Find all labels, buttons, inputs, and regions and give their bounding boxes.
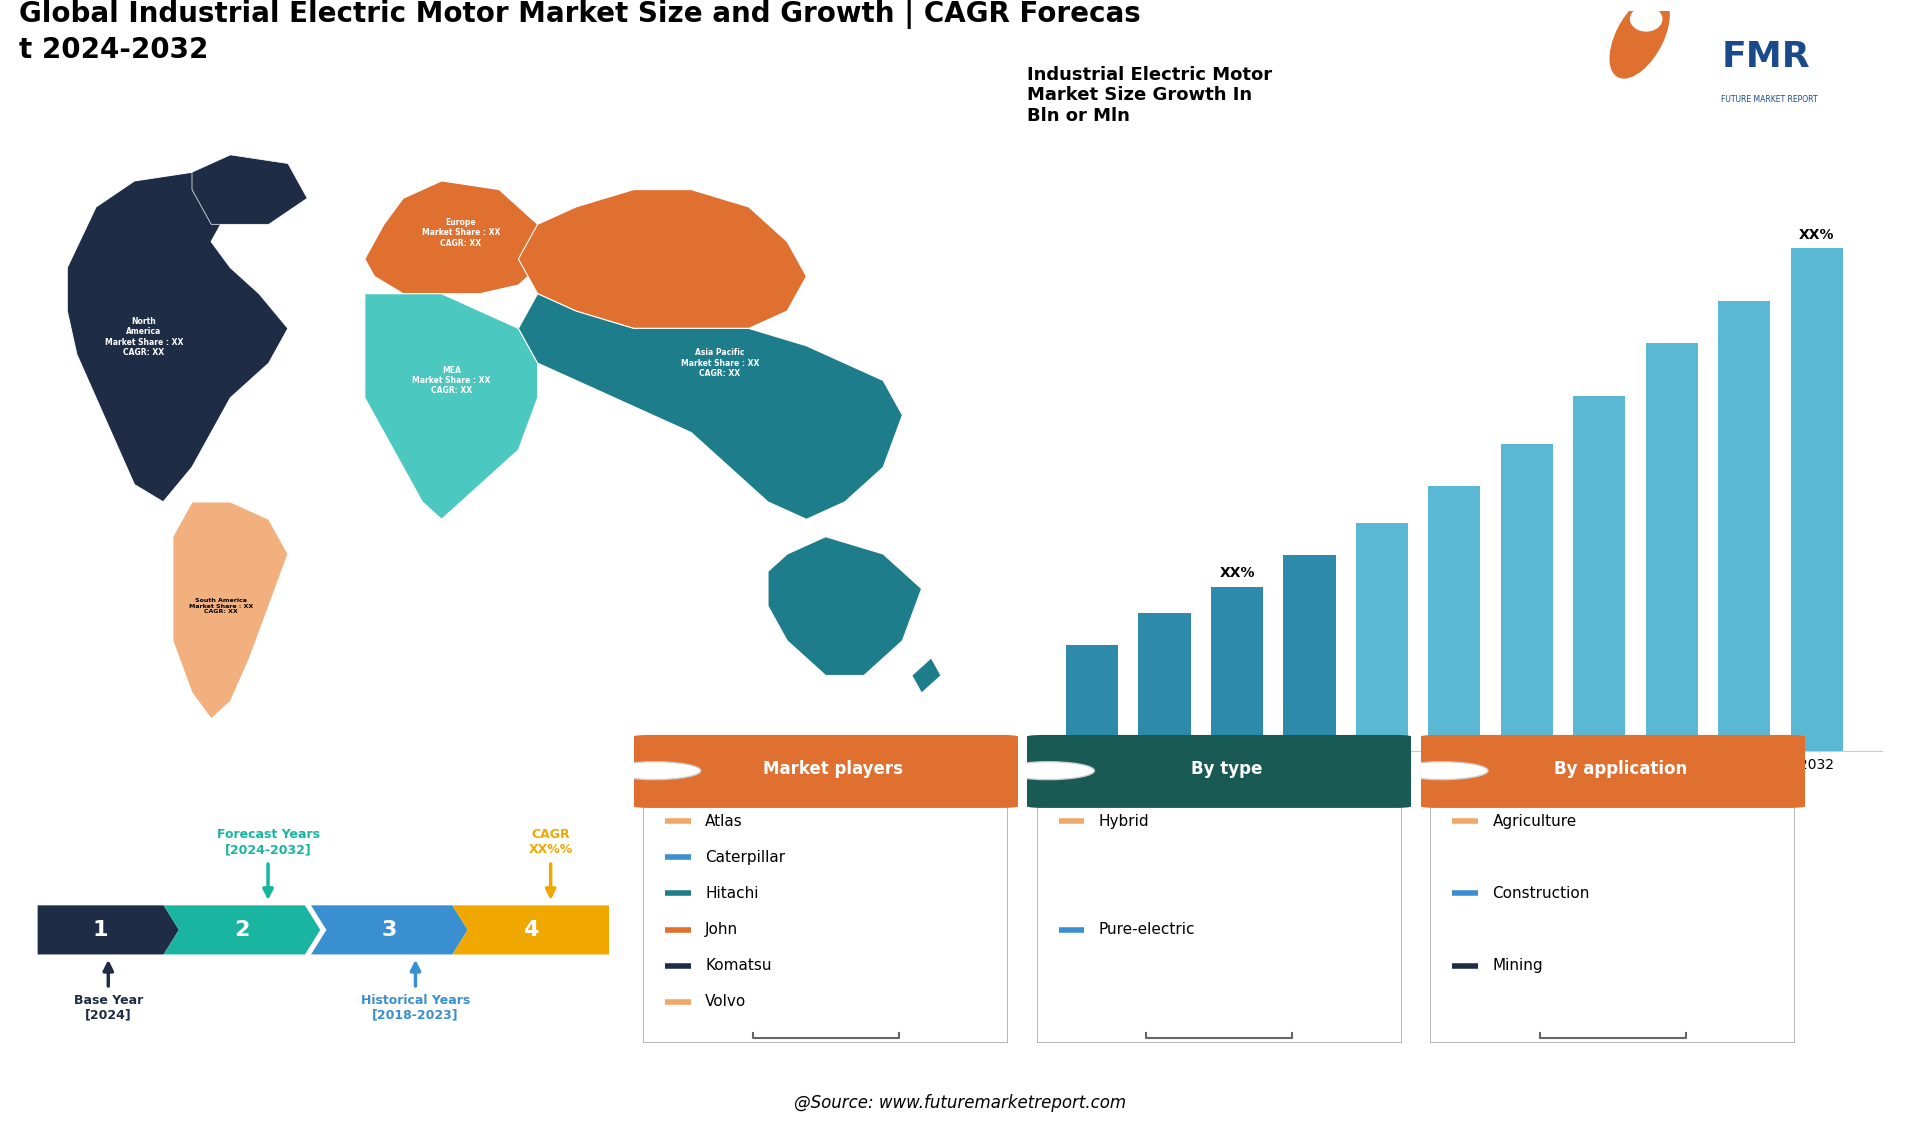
Bar bbox=[1283, 555, 1336, 751]
Text: Market players: Market players bbox=[764, 760, 902, 778]
Text: Caterpillar: Caterpillar bbox=[705, 849, 785, 865]
Text: 3: 3 bbox=[382, 920, 397, 940]
Polygon shape bbox=[518, 189, 806, 329]
Bar bbox=[1212, 587, 1263, 751]
Text: Volvo: Volvo bbox=[705, 995, 747, 1010]
Text: Pure-electric: Pure-electric bbox=[1098, 923, 1196, 937]
Text: South America
Market Share : XX
CAGR: XX: South America Market Share : XX CAGR: XX bbox=[188, 598, 253, 614]
Text: Europe
Market Share : XX
CAGR: XX: Europe Market Share : XX CAGR: XX bbox=[422, 218, 499, 248]
Text: By type: By type bbox=[1190, 760, 1263, 778]
Bar bbox=[1356, 524, 1407, 751]
Text: Base Year
[2024]: Base Year [2024] bbox=[73, 994, 142, 1022]
Text: FUTURE MARKET REPORT: FUTURE MARKET REPORT bbox=[1720, 95, 1818, 104]
Text: Construction: Construction bbox=[1492, 886, 1590, 901]
Text: FMR: FMR bbox=[1720, 40, 1811, 73]
Bar bbox=[1791, 248, 1843, 751]
Text: Hybrid: Hybrid bbox=[1098, 814, 1150, 829]
Text: Atlas: Atlas bbox=[705, 814, 743, 829]
FancyBboxPatch shape bbox=[1023, 735, 1415, 808]
Polygon shape bbox=[311, 905, 468, 955]
Text: North
America
Market Share : XX
CAGR: XX: North America Market Share : XX CAGR: XX bbox=[106, 317, 182, 358]
Text: Global Industrial Electric Motor Market Size and Growth | CAGR Forecas
t 2024-20: Global Industrial Electric Motor Market … bbox=[19, 0, 1140, 63]
Polygon shape bbox=[365, 293, 538, 519]
Text: Forecast Years
[2024-2032]: Forecast Years [2024-2032] bbox=[217, 829, 319, 856]
Polygon shape bbox=[38, 905, 179, 955]
Text: CAGR
XX%%: CAGR XX%% bbox=[528, 829, 572, 856]
Text: Hitachi: Hitachi bbox=[705, 886, 758, 901]
Polygon shape bbox=[518, 293, 902, 519]
Text: 4: 4 bbox=[522, 920, 538, 940]
Text: By application: By application bbox=[1553, 760, 1688, 778]
Text: Mining: Mining bbox=[1492, 958, 1544, 973]
Text: @Source: www.futuremarketreport.com: @Source: www.futuremarketreport.com bbox=[795, 1094, 1125, 1112]
Text: MEA
Market Share : XX
CAGR: XX: MEA Market Share : XX CAGR: XX bbox=[413, 366, 490, 395]
Polygon shape bbox=[192, 155, 307, 225]
Polygon shape bbox=[163, 905, 321, 955]
Polygon shape bbox=[365, 181, 547, 293]
Bar bbox=[1645, 344, 1697, 751]
Text: Historical Years
[2018-2023]: Historical Years [2018-2023] bbox=[361, 994, 470, 1022]
Bar bbox=[1428, 486, 1480, 751]
Circle shape bbox=[1002, 762, 1094, 779]
Ellipse shape bbox=[1609, 0, 1670, 79]
Bar bbox=[1139, 613, 1190, 751]
Polygon shape bbox=[173, 502, 288, 719]
Text: 2: 2 bbox=[234, 920, 250, 940]
Bar bbox=[1718, 301, 1770, 751]
Polygon shape bbox=[453, 905, 609, 955]
Text: 1: 1 bbox=[92, 920, 108, 940]
Polygon shape bbox=[768, 536, 922, 675]
Text: Komatsu: Komatsu bbox=[705, 958, 772, 973]
Bar bbox=[1066, 645, 1117, 751]
Text: Asia Pacific
Market Share : XX
CAGR: XX: Asia Pacific Market Share : XX CAGR: XX bbox=[682, 348, 758, 378]
Polygon shape bbox=[912, 658, 941, 693]
FancyBboxPatch shape bbox=[630, 735, 1021, 808]
Text: XX%: XX% bbox=[1219, 566, 1256, 580]
Circle shape bbox=[1630, 7, 1663, 32]
Circle shape bbox=[1396, 762, 1488, 779]
Text: Agriculture: Agriculture bbox=[1492, 814, 1576, 829]
Text: XX%: XX% bbox=[1799, 228, 1834, 242]
FancyBboxPatch shape bbox=[1417, 735, 1809, 808]
Text: Industrial Electric Motor
Market Size Growth In
Bln or Mln: Industrial Electric Motor Market Size Gr… bbox=[1027, 65, 1273, 125]
Bar bbox=[1501, 444, 1553, 751]
Polygon shape bbox=[67, 172, 288, 502]
Text: John: John bbox=[705, 923, 739, 937]
Circle shape bbox=[609, 762, 701, 779]
Bar bbox=[1572, 397, 1626, 751]
